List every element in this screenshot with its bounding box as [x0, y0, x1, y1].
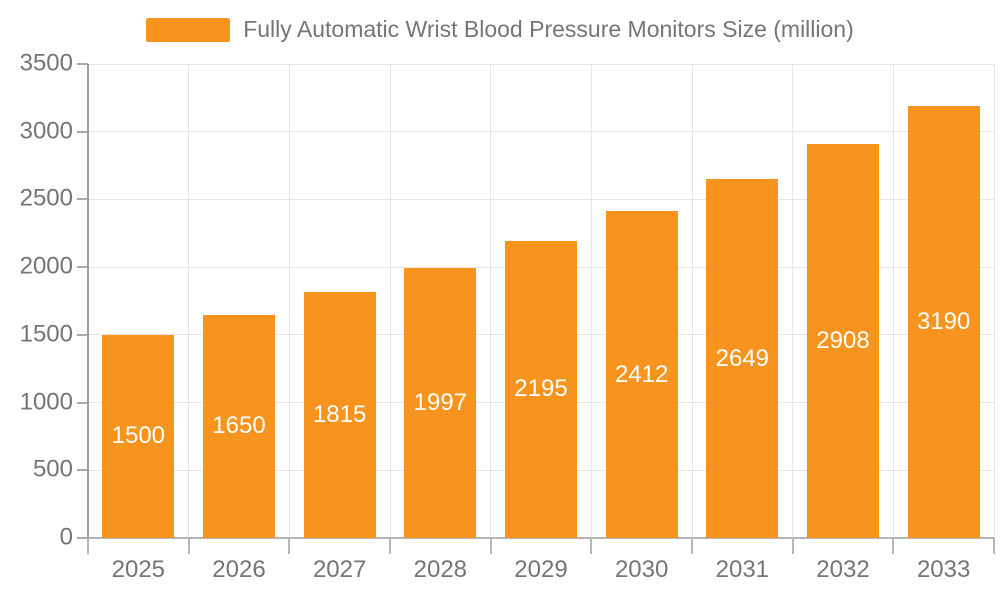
- bar-value-label: 2908: [816, 327, 870, 355]
- y-axis-label: 2500: [19, 184, 73, 212]
- v-gridline: [490, 64, 492, 538]
- v-gridline: [993, 64, 995, 538]
- bar[interactable]: 1500: [102, 334, 175, 538]
- v-gridline: [389, 64, 391, 538]
- legend-label: Fully Automatic Wrist Blood Pressure Mon…: [243, 16, 854, 42]
- bar-value-label: 3190: [916, 307, 971, 335]
- x-axis-tick: [288, 538, 291, 554]
- bar[interactable]: 1650: [203, 314, 275, 538]
- y-axis-tick: [77, 469, 88, 472]
- h-gridline: [88, 131, 994, 133]
- v-gridline: [590, 64, 592, 538]
- y-axis-tick: [77, 63, 88, 65]
- x-axis-label: 2027: [312, 556, 367, 583]
- h-gridline: [88, 63, 994, 65]
- bar[interactable]: 1997: [404, 267, 477, 538]
- y-axis-label: 2000: [19, 252, 73, 280]
- x-axis-tick: [892, 538, 895, 554]
- bar[interactable]: 2649: [706, 179, 779, 538]
- bar[interactable]: 2908: [807, 144, 879, 538]
- bar-value-label: 2649: [715, 344, 770, 372]
- bar-value-label: 1500: [111, 422, 166, 450]
- bar[interactable]: 3190: [907, 105, 980, 538]
- x-axis-tick: [691, 538, 693, 554]
- v-gridline: [188, 64, 190, 538]
- bar[interactable]: 1815: [303, 292, 376, 538]
- y-axis-label: 3500: [19, 49, 73, 77]
- v-gridline: [691, 64, 693, 538]
- x-axis-tick: [590, 538, 593, 554]
- h-gridline: [88, 198, 994, 200]
- legend-swatch: [146, 17, 231, 42]
- x-axis-label: 2025: [111, 556, 166, 583]
- y-axis-tick: [77, 130, 88, 133]
- v-gridline: [792, 64, 794, 538]
- y-axis-tick: [77, 537, 88, 539]
- y-axis-label: 3000: [19, 117, 73, 145]
- y-axis-tick: [77, 198, 88, 201]
- y-axis-label: 1000: [19, 388, 73, 416]
- y-axis-label: 0: [59, 523, 73, 551]
- y-axis-tick: [77, 333, 88, 336]
- x-axis-label: 2032: [816, 556, 870, 583]
- x-axis-line: [88, 537, 994, 539]
- x-axis-tick: [489, 538, 492, 554]
- bar-value-label: 1997: [413, 388, 468, 416]
- x-axis-label: 2031: [715, 556, 770, 583]
- y-axis-line: [87, 64, 89, 538]
- y-axis-tick: [77, 266, 88, 269]
- x-axis-tick: [389, 538, 391, 554]
- x-axis-label: 2026: [212, 556, 266, 583]
- x-axis-label: 2030: [614, 556, 669, 583]
- x-axis-label: 2029: [514, 556, 568, 583]
- y-axis-label: 1500: [19, 320, 73, 348]
- bar-value-label: 2412: [614, 360, 669, 388]
- x-axis-tick: [187, 538, 190, 554]
- x-axis-label: 2028: [413, 556, 468, 583]
- bar-value-label: 2195: [514, 375, 568, 403]
- x-axis-tick: [993, 538, 995, 554]
- v-gridline: [288, 64, 290, 538]
- y-axis-label: 500: [32, 455, 73, 483]
- x-axis-tick: [87, 538, 89, 554]
- v-gridline: [892, 64, 894, 538]
- bar-value-label: 1650: [212, 412, 266, 440]
- x-axis-label: 2033: [916, 556, 971, 583]
- bar-value-label: 1815: [312, 401, 367, 429]
- x-axis-tick: [791, 538, 794, 554]
- y-axis-tick: [77, 401, 88, 404]
- legend[interactable]: Fully Automatic Wrist Blood Pressure Mon…: [0, 16, 1000, 43]
- bar[interactable]: 2195: [505, 240, 577, 538]
- bar[interactable]: 2412: [605, 211, 678, 538]
